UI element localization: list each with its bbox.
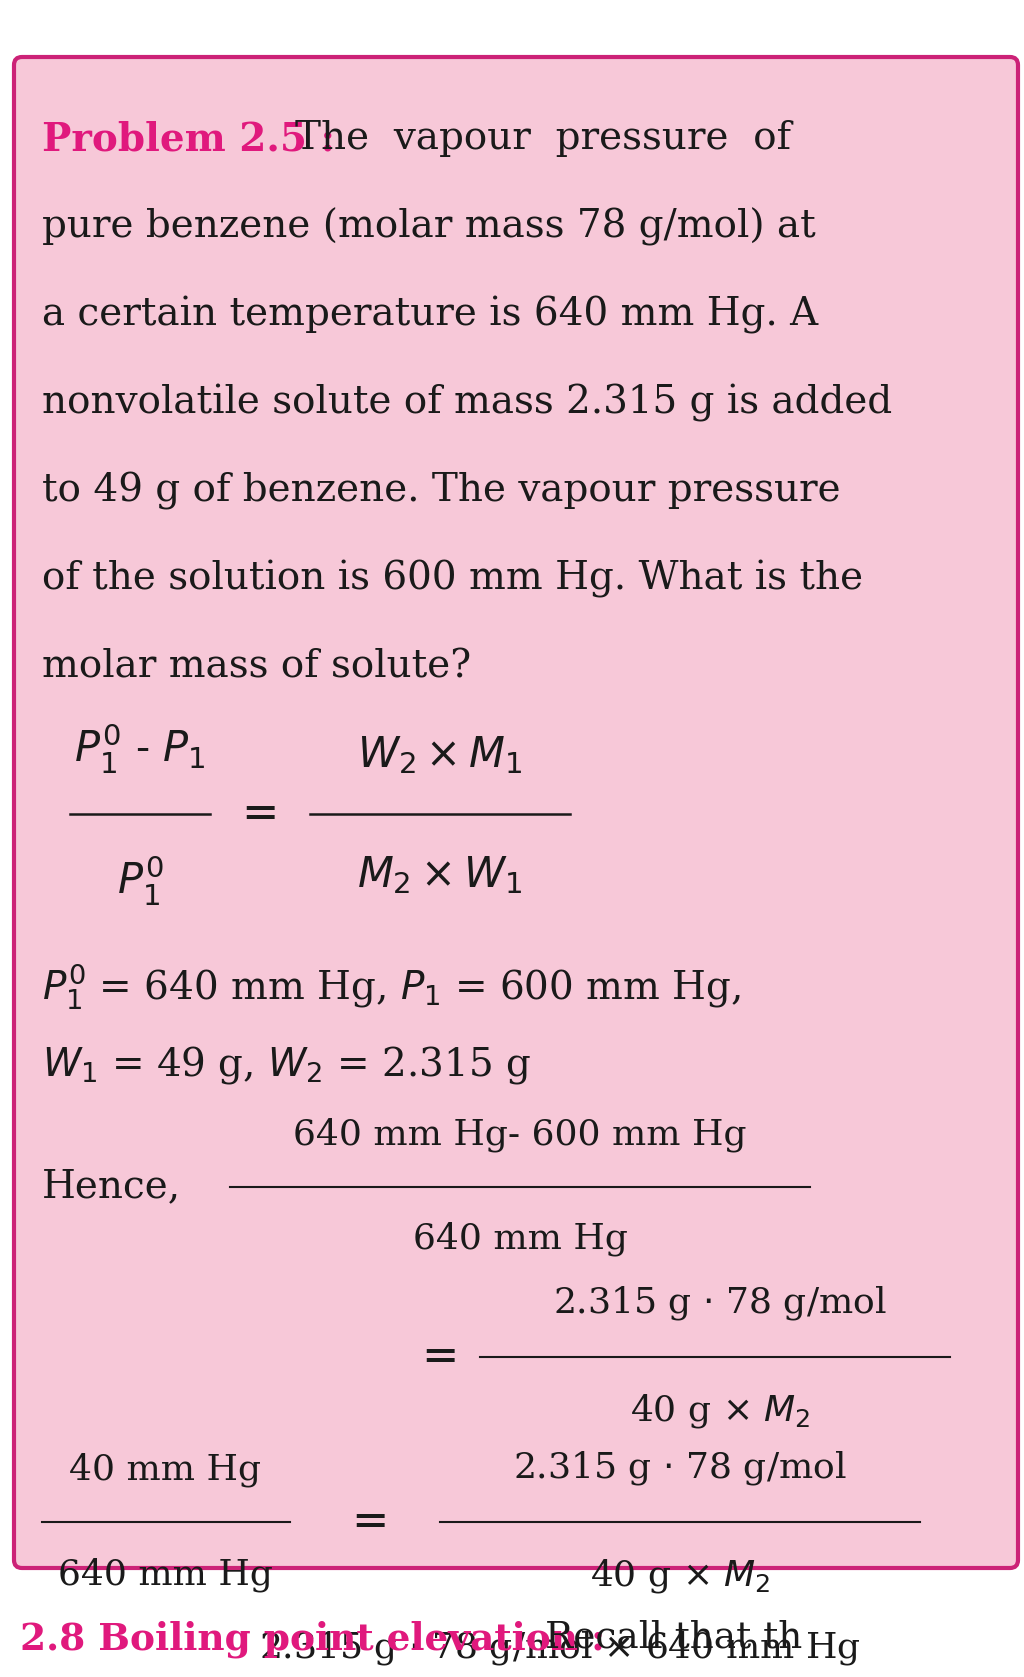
Text: $W_2 \times M_1$: $W_2 \times M_1$ [357,735,523,776]
Text: Problem 2.5 :: Problem 2.5 : [42,121,348,158]
Text: 40 g $\times$ $M_2$: 40 g $\times$ $M_2$ [630,1392,810,1430]
Text: to 49 g of benzene. The vapour pressure: to 49 g of benzene. The vapour pressure [42,471,841,510]
Text: $W_1$ = 49 g, $W_2$ = 2.315 g: $W_1$ = 49 g, $W_2$ = 2.315 g [42,1045,530,1087]
Text: pure benzene (molar mass 78 g/mol) at: pure benzene (molar mass 78 g/mol) at [42,208,816,247]
Text: 40 g $\times$ $M_2$: 40 g $\times$ $M_2$ [590,1556,770,1595]
FancyBboxPatch shape [14,57,1018,1568]
Text: nonvolatile solute of mass 2.315 g is added: nonvolatile solute of mass 2.315 g is ad… [42,384,892,423]
Text: =: = [421,1335,459,1378]
Text: 40 mm Hg: 40 mm Hg [69,1452,261,1487]
Text: 640 mm Hg- 600 mm Hg: 640 mm Hg- 600 mm Hg [293,1117,746,1152]
Text: 640 mm Hg: 640 mm Hg [413,1223,628,1256]
Text: Recall that th: Recall that th [545,1620,802,1655]
Text: Hence,: Hence, [42,1169,181,1206]
Text: of the solution is 600 mm Hg. What is the: of the solution is 600 mm Hg. What is th… [42,560,863,599]
Text: The  vapour  pressure  of: The vapour pressure of [295,121,791,158]
Text: 2.315 g $\cdot$ 78 g/mol $\times$ 640 mm Hg: 2.315 g $\cdot$ 78 g/mol $\times$ 640 mm… [259,1628,861,1667]
Text: =: = [242,793,279,835]
Text: $P_1^0$ - $P_1$: $P_1^0$ - $P_1$ [75,723,206,776]
Text: 2.315 g $\cdot$ 78 g/mol: 2.315 g $\cdot$ 78 g/mol [513,1449,847,1487]
Text: 640 mm Hg: 640 mm Hg [57,1556,272,1591]
Text: $P_1^0$: $P_1^0$ [117,854,163,907]
Text: molar mass of solute?: molar mass of solute? [42,647,471,684]
Text: $P_1^0$ = 640 mm Hg, $P_1$ = 600 mm Hg,: $P_1^0$ = 640 mm Hg, $P_1$ = 600 mm Hg, [42,961,741,1011]
Text: a certain temperature is 640 mm Hg. A: a certain temperature is 640 mm Hg. A [42,297,818,334]
Text: $M_2 \times W_1$: $M_2 \times W_1$ [357,854,523,896]
Text: 2.315 g $\cdot$ 78 g/mol: 2.315 g $\cdot$ 78 g/mol [553,1285,887,1321]
Text: 2.8 Boiling point elevation :: 2.8 Boiling point elevation : [20,1620,618,1657]
Text: =: = [351,1501,389,1543]
